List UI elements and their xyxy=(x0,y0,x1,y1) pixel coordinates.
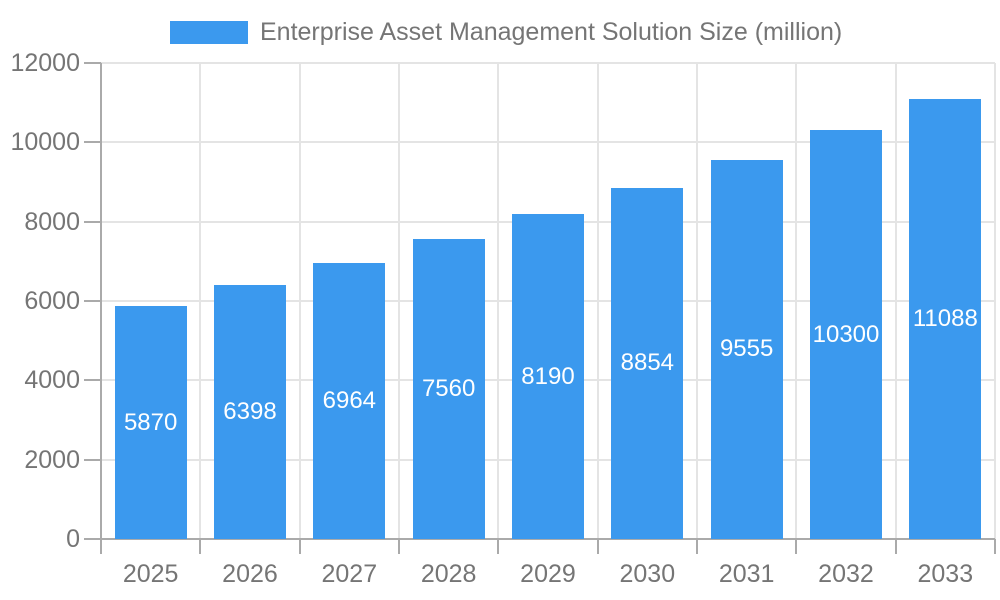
x-axis-tick-label: 2033 xyxy=(917,560,974,588)
bar: 5870 xyxy=(114,306,187,539)
x-axis-tick-label: 2026 xyxy=(222,560,278,588)
x-axis-tick xyxy=(795,539,798,554)
y-gridline xyxy=(101,62,995,64)
y-axis-tick xyxy=(84,220,101,223)
y-axis-tick xyxy=(84,141,101,144)
y-axis-tick xyxy=(84,300,101,302)
chart-legend: Enterprise Asset Management Solution Siz… xyxy=(170,18,842,47)
x-axis-tick xyxy=(100,539,102,554)
y-axis-tick xyxy=(84,458,101,461)
bar-value-label: 5870 xyxy=(123,408,178,436)
y-axis-tick xyxy=(84,62,101,64)
bar: 6398 xyxy=(214,285,286,539)
y-axis-tick xyxy=(84,379,101,382)
x-axis-tick-label: 2029 xyxy=(520,560,576,588)
y-gridline xyxy=(101,141,995,144)
bar-value-label: 6398 xyxy=(223,398,277,426)
x-axis-tick xyxy=(994,539,996,554)
x-gridline xyxy=(596,63,599,539)
bar-value-label: 11088 xyxy=(912,305,978,333)
x-axis-tick xyxy=(894,539,897,554)
x-gridline xyxy=(199,63,202,539)
bar-value-label: 8190 xyxy=(521,362,575,390)
x-axis-tick xyxy=(199,539,202,554)
x-axis-tick xyxy=(298,539,301,554)
y-axis-line xyxy=(100,63,102,539)
bar-value-label: 9555 xyxy=(719,335,774,363)
y-axis-tick-label: 6000 xyxy=(24,287,80,315)
bar: 10300 xyxy=(810,130,882,539)
x-gridline xyxy=(994,63,996,539)
x-axis-tick-label: 2025 xyxy=(122,560,179,588)
x-gridline xyxy=(298,63,301,539)
y-axis-tick xyxy=(84,538,101,540)
x-axis-tick xyxy=(696,539,698,554)
legend-swatch xyxy=(170,21,248,44)
x-gridline xyxy=(894,63,897,539)
x-axis-tick-label: 2028 xyxy=(420,560,477,588)
x-axis-tick xyxy=(596,539,599,554)
x-gridline xyxy=(795,63,798,539)
x-axis-tick-label: 2032 xyxy=(818,560,874,588)
bar-value-label: 7560 xyxy=(421,375,476,403)
bar: 7560 xyxy=(412,239,485,539)
bar: 8854 xyxy=(611,187,684,539)
bar: 9555 xyxy=(710,159,783,539)
y-axis-tick-label: 8000 xyxy=(24,207,80,236)
x-axis-line xyxy=(101,538,995,540)
bar: 8190 xyxy=(512,214,584,539)
y-axis-tick-label: 2000 xyxy=(24,445,80,474)
y-axis-tick-label: 0 xyxy=(66,525,80,553)
y-axis-tick-label: 10000 xyxy=(10,128,80,157)
x-axis-tick xyxy=(398,539,400,554)
bar-value-label: 10300 xyxy=(812,320,880,348)
bar: 11088 xyxy=(909,99,982,539)
x-gridline xyxy=(497,63,500,539)
bar-value-label: 8854 xyxy=(620,349,675,377)
x-axis-tick xyxy=(497,539,500,554)
y-axis-tick-label: 12000 xyxy=(10,49,80,77)
legend-label: Enterprise Asset Management Solution Siz… xyxy=(260,18,843,46)
bar: 6964 xyxy=(313,262,386,539)
x-axis-tick-label: 2027 xyxy=(321,560,378,588)
x-axis-tick-label: 2030 xyxy=(619,560,676,588)
x-gridline xyxy=(398,63,400,539)
x-gridline xyxy=(696,63,698,539)
x-axis-tick-label: 2031 xyxy=(718,560,775,588)
bar-value-label: 6964 xyxy=(322,386,377,414)
y-axis-tick-label: 4000 xyxy=(24,366,80,395)
